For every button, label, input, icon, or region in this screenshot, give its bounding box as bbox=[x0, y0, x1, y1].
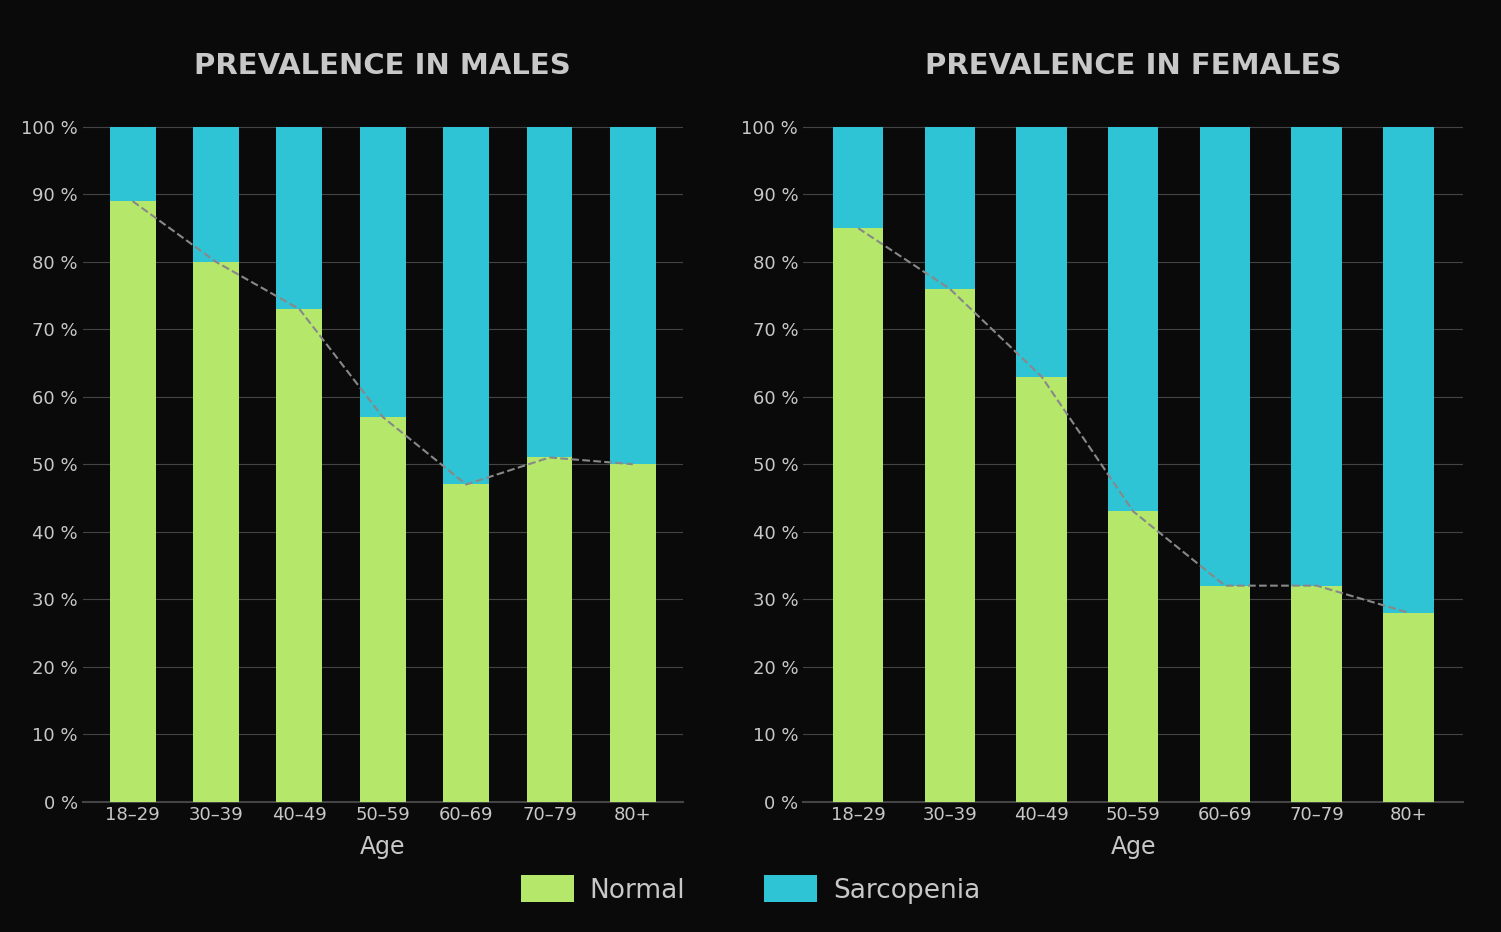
Bar bbox=[1199, 585, 1250, 802]
Bar bbox=[527, 127, 572, 458]
Bar bbox=[360, 417, 405, 802]
Bar bbox=[1108, 512, 1159, 802]
Legend: Normal, Sarcopenia: Normal, Sarcopenia bbox=[510, 865, 991, 914]
Bar bbox=[194, 262, 239, 802]
Bar bbox=[1199, 127, 1250, 585]
Bar bbox=[276, 309, 323, 802]
Bar bbox=[110, 201, 156, 802]
Bar bbox=[1016, 127, 1067, 377]
Bar bbox=[110, 127, 156, 201]
Bar bbox=[609, 127, 656, 464]
Bar bbox=[833, 228, 883, 802]
Bar bbox=[1291, 585, 1342, 802]
Bar bbox=[609, 464, 656, 802]
Bar bbox=[360, 127, 405, 417]
Bar bbox=[1291, 127, 1342, 585]
Bar bbox=[833, 127, 883, 228]
Title: PREVALENCE IN MALES: PREVALENCE IN MALES bbox=[195, 52, 570, 80]
Bar bbox=[925, 289, 976, 802]
Bar bbox=[194, 127, 239, 262]
X-axis label: Age: Age bbox=[360, 835, 405, 859]
Bar bbox=[1384, 612, 1433, 802]
Bar bbox=[276, 127, 323, 309]
Bar bbox=[1108, 127, 1159, 512]
Bar bbox=[925, 127, 976, 289]
Title: PREVALENCE IN FEMALES: PREVALENCE IN FEMALES bbox=[925, 52, 1342, 80]
Bar bbox=[443, 127, 489, 485]
Bar bbox=[1384, 127, 1433, 612]
X-axis label: Age: Age bbox=[1111, 835, 1156, 859]
Bar bbox=[443, 485, 489, 802]
Bar bbox=[527, 458, 572, 802]
Bar bbox=[1016, 377, 1067, 802]
